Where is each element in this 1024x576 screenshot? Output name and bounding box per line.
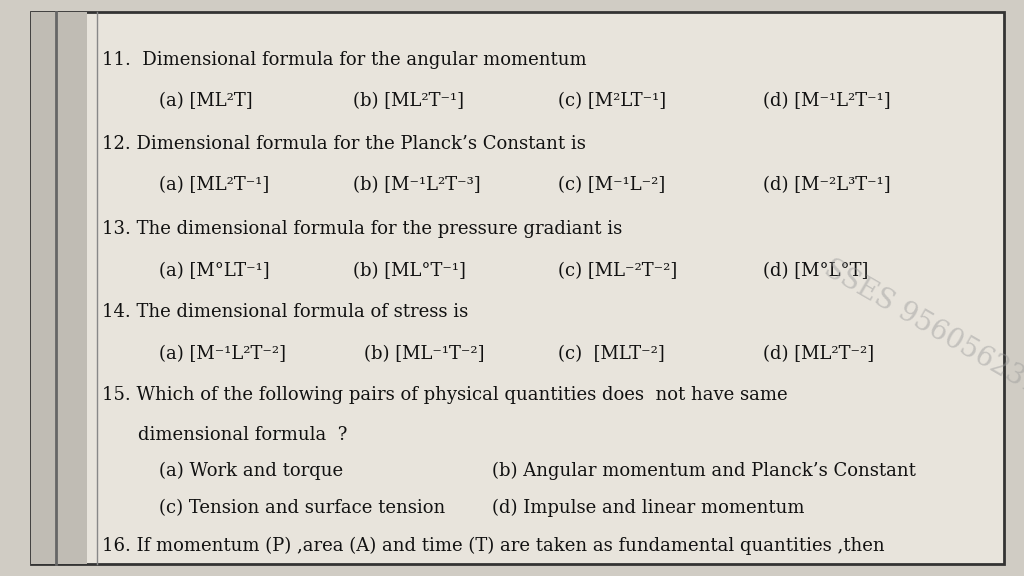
Text: dimensional formula  ?: dimensional formula ?	[138, 426, 347, 444]
Bar	[31, 12, 1004, 564]
Text: (d) [M⁻¹L²T⁻¹]: (d) [M⁻¹L²T⁻¹]	[763, 92, 891, 110]
Text: SSES 9560562318: SSES 9560562318	[819, 255, 1024, 409]
Text: (a) [M⁻¹L²T⁻²]: (a) [M⁻¹L²T⁻²]	[159, 345, 286, 363]
Text: (a) [M°LT⁻¹]: (a) [M°LT⁻¹]	[159, 262, 269, 280]
Text: (b) [ML⁻¹T⁻²]: (b) [ML⁻¹T⁻²]	[364, 345, 484, 363]
Text: (d) [M⁻²L³T⁻¹]: (d) [M⁻²L³T⁻¹]	[763, 176, 891, 195]
Text: 12. Dimensional formula for the Planck’s Constant is: 12. Dimensional formula for the Planck’s…	[102, 135, 587, 153]
Text: (b) Angular momentum and Planck’s Constant: (b) Angular momentum and Planck’s Consta…	[492, 462, 915, 480]
Text: (b) [ML²T⁻¹]: (b) [ML²T⁻¹]	[353, 92, 464, 110]
Text: (c) Tension and surface tension: (c) Tension and surface tension	[159, 499, 445, 517]
Text: (b) [ML°T⁻¹]: (b) [ML°T⁻¹]	[353, 262, 466, 280]
Text: (a) Work and torque: (a) Work and torque	[159, 462, 343, 480]
Text: (d) [M°L°T]: (d) [M°L°T]	[763, 262, 868, 280]
Text: (d) Impulse and linear momentum: (d) Impulse and linear momentum	[492, 499, 804, 517]
Text: (a) [ML²T]: (a) [ML²T]	[159, 92, 252, 110]
Text: (c)  [MLT⁻²]: (c) [MLT⁻²]	[558, 345, 665, 363]
Text: (c) [M²LT⁻¹]: (c) [M²LT⁻¹]	[558, 92, 667, 110]
Text: (a) [ML²T⁻¹]: (a) [ML²T⁻¹]	[159, 176, 269, 195]
Text: 16. If momentum (P) ,area (A) and time (T) are taken as fundamental quantities ,: 16. If momentum (P) ,area (A) and time (…	[102, 537, 885, 555]
Text: 14. The dimensional formula of stress is: 14. The dimensional formula of stress is	[102, 303, 469, 321]
Text: 15. Which of the following pairs of physical quantities does  not have same: 15. Which of the following pairs of phys…	[102, 385, 788, 404]
Text: (c) [ML⁻²T⁻²]: (c) [ML⁻²T⁻²]	[558, 262, 677, 280]
Bar	[31, 12, 87, 564]
Text: 11.  Dimensional formula for the angular momentum: 11. Dimensional formula for the angular …	[102, 51, 587, 70]
Text: (c) [M⁻¹L⁻²]: (c) [M⁻¹L⁻²]	[558, 176, 666, 195]
Text: (b) [M⁻¹L²T⁻³]: (b) [M⁻¹L²T⁻³]	[353, 176, 481, 195]
Text: 13. The dimensional formula for the pressure gradiant is: 13. The dimensional formula for the pres…	[102, 219, 623, 238]
Text: (d) [ML²T⁻²]: (d) [ML²T⁻²]	[763, 345, 874, 363]
